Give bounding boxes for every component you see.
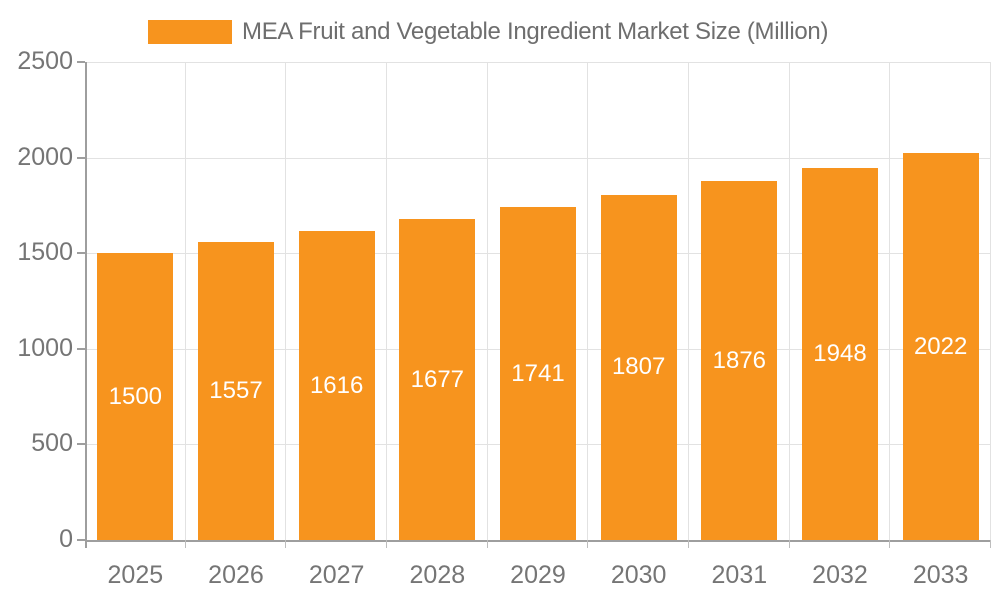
x-axis-label: 2029 bbox=[510, 561, 566, 589]
bar-2031: 1876 bbox=[701, 181, 778, 540]
bar-2033: 2022 bbox=[902, 153, 979, 540]
plot-area: 1500 1557 1616 1677 1741 1807 1876 1948 2022 bbox=[85, 62, 991, 540]
y-axis-tick bbox=[77, 156, 85, 159]
x-axis-tick bbox=[486, 540, 488, 548]
x-axis-label: 2033 bbox=[912, 561, 969, 589]
x-axis-label: 2027 bbox=[308, 561, 365, 589]
y-axis-label: 1000 bbox=[17, 333, 73, 362]
bar-2032: 1948 bbox=[802, 167, 878, 540]
x-axis-tick bbox=[990, 540, 991, 548]
gridline-vertical bbox=[184, 62, 186, 540]
bar-2029: 1741 bbox=[500, 207, 576, 540]
gridline-vertical bbox=[688, 62, 689, 540]
x-axis-tick bbox=[386, 540, 387, 548]
y-axis-label: 500 bbox=[31, 429, 73, 458]
x-axis-label: 2032 bbox=[812, 561, 868, 589]
legend-label: MEA Fruit and Vegetable Ingredient Marke… bbox=[242, 18, 829, 45]
y-axis-line bbox=[85, 62, 87, 548]
gridline-vertical bbox=[386, 62, 387, 540]
bar-value-label: 1948 bbox=[813, 339, 867, 367]
bar-value-label: 1807 bbox=[611, 353, 666, 381]
y-axis-label: 1500 bbox=[17, 238, 73, 267]
bar-2027: 1616 bbox=[298, 231, 375, 540]
x-axis-tick bbox=[788, 540, 790, 548]
legend-item[interactable]: MEA Fruit and Vegetable Ingredient Marke… bbox=[148, 18, 828, 46]
bar-value-label: 1677 bbox=[410, 365, 465, 393]
bar-value-label: 1741 bbox=[511, 359, 565, 387]
x-axis-tick bbox=[688, 540, 689, 548]
y-axis-tick bbox=[77, 61, 85, 63]
legend-swatch-icon bbox=[148, 20, 232, 44]
bar-value-label: 1500 bbox=[108, 382, 163, 410]
gridline-vertical bbox=[788, 62, 790, 540]
x-axis-tick bbox=[285, 540, 287, 548]
gridline-horizontal bbox=[85, 62, 991, 63]
x-axis-label: 2025 bbox=[107, 561, 164, 589]
x-axis-tick bbox=[184, 540, 186, 548]
gridline-vertical bbox=[587, 62, 589, 540]
bar-value-label: 2022 bbox=[913, 332, 968, 360]
bar-2026: 1557 bbox=[198, 242, 274, 540]
bar-value-label: 1876 bbox=[712, 346, 767, 374]
gridline-vertical bbox=[889, 62, 891, 540]
gridline-vertical bbox=[486, 62, 488, 540]
x-axis-label: 2028 bbox=[409, 561, 466, 589]
y-axis-label: 0 bbox=[59, 525, 73, 553]
y-axis-tick bbox=[77, 539, 85, 541]
bar-value-label: 1557 bbox=[209, 377, 263, 405]
y-axis-label: 2500 bbox=[17, 47, 73, 75]
y-axis-label: 2000 bbox=[17, 142, 73, 171]
bar-value-label: 1616 bbox=[309, 371, 364, 399]
x-axis-label: 2030 bbox=[610, 561, 667, 589]
x-axis-tick bbox=[587, 540, 589, 548]
gridline-horizontal bbox=[85, 157, 991, 159]
gridline-vertical bbox=[285, 62, 287, 540]
x-axis-tick bbox=[889, 540, 891, 548]
x-axis-line bbox=[85, 540, 991, 542]
y-axis-tick bbox=[77, 252, 85, 255]
bar-2028: 1677 bbox=[399, 219, 476, 540]
bar-2025: 1500 bbox=[97, 253, 174, 540]
gridline-vertical bbox=[990, 62, 991, 540]
y-axis-tick bbox=[77, 443, 85, 446]
x-axis-label: 2026 bbox=[208, 561, 264, 589]
bar-2030: 1807 bbox=[600, 194, 677, 540]
x-axis-label: 2031 bbox=[711, 561, 768, 589]
y-axis-tick bbox=[77, 347, 85, 350]
